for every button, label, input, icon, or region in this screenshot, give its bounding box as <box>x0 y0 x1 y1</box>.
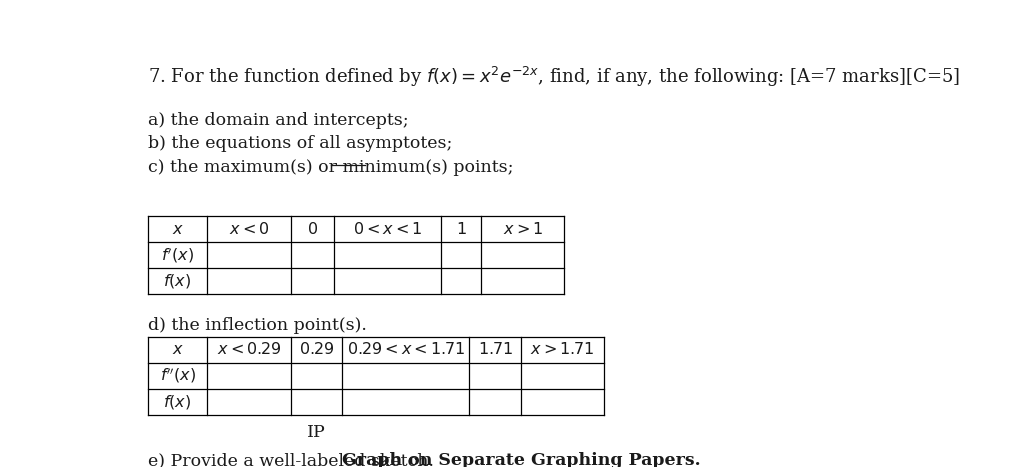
Text: b) the equations of all asymptotes;: b) the equations of all asymptotes; <box>147 135 453 152</box>
Text: $x<0.29$: $x<0.29$ <box>217 341 282 358</box>
Text: $0$: $0$ <box>307 220 318 238</box>
Text: $0.29$: $0.29$ <box>299 341 334 358</box>
Text: $1.71$: $1.71$ <box>477 341 513 358</box>
Text: $x<0$: $x<0$ <box>228 220 269 238</box>
Text: $f'(x)$: $f'(x)$ <box>161 245 195 264</box>
Text: $x>1.71$: $x>1.71$ <box>530 341 595 358</box>
Text: IP: IP <box>307 424 326 440</box>
Text: $1$: $1$ <box>456 220 467 238</box>
Text: d) the inflection point(s).: d) the inflection point(s). <box>147 317 367 334</box>
Text: $f(x)$: $f(x)$ <box>164 272 191 290</box>
Text: $x$: $x$ <box>172 341 183 358</box>
Text: $f(x)$: $f(x)$ <box>164 393 191 410</box>
Text: $0.29<x<1.71$: $0.29<x<1.71$ <box>347 341 465 358</box>
Text: e) Provide a well-labeled sketch.: e) Provide a well-labeled sketch. <box>147 453 434 467</box>
Text: a) the domain and intercepts;: a) the domain and intercepts; <box>147 112 409 129</box>
Text: $f''(x)$: $f''(x)$ <box>160 366 196 385</box>
Text: $0<x<1$: $0<x<1$ <box>353 220 423 238</box>
Text: 7. For the function defined by $f(x) = x^2e^{-2x}$, find, if any, the following:: 7. For the function defined by $f(x) = x… <box>147 65 959 89</box>
Text: Graph on Separate Graphing Papers.: Graph on Separate Graphing Papers. <box>337 453 701 467</box>
Text: c) the maximum(s) or minimum(s) points;: c) the maximum(s) or minimum(s) points; <box>147 158 513 176</box>
Text: $x>1$: $x>1$ <box>503 220 543 238</box>
Text: $x$: $x$ <box>172 220 183 238</box>
